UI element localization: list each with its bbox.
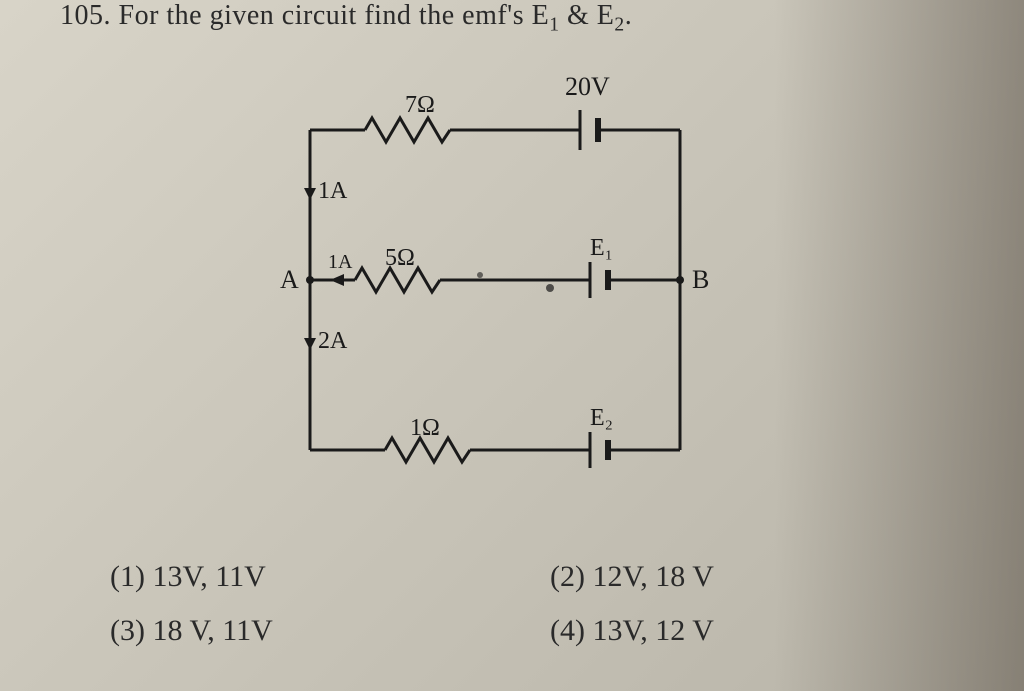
options-container: (1) 13V, 11V (2) 12V, 18 V (3) 18 V, 11V… xyxy=(110,560,910,648)
label-2a: 2A xyxy=(318,328,348,354)
label-1a-mid: 1A xyxy=(328,251,353,273)
page-container: 105. For the given circuit find the emf'… xyxy=(0,0,1024,691)
sub1: 1 xyxy=(549,15,559,36)
question-body: For the given circuit find the emf's E xyxy=(119,0,550,31)
label-20v: 20V xyxy=(565,72,610,101)
circuit-svg: 7Ω 20V 1A 1A 5Ω E₁ A B 2A 1Ω E₂ xyxy=(260,70,740,490)
sub2: 2 xyxy=(614,15,624,36)
option-1: (1) 13V, 11V xyxy=(110,560,470,594)
end: . xyxy=(625,0,633,31)
option-4: (4) 13V, 12 V xyxy=(550,614,910,648)
label-1a-top: 1A xyxy=(318,178,348,204)
option-3: (3) 18 V, 11V xyxy=(110,614,470,648)
label-node-b: B xyxy=(692,265,709,294)
option-2: (2) 12V, 18 V xyxy=(550,560,910,594)
question-text: 105. For the given circuit find the emf'… xyxy=(60,0,632,37)
label-1ohm: 1Ω xyxy=(410,415,440,441)
label-e2: E₂ xyxy=(590,405,613,431)
question-number: 105. xyxy=(60,0,111,31)
label-7ohm: 7Ω xyxy=(405,92,435,118)
label-e1: E₁ xyxy=(590,235,613,261)
label-node-a: A xyxy=(280,265,299,294)
circuit-diagram: 7Ω 20V 1A 1A 5Ω E₁ A B 2A 1Ω E₂ xyxy=(260,70,740,490)
label-5ohm: 5Ω xyxy=(385,245,415,271)
amp: & E xyxy=(560,0,615,31)
